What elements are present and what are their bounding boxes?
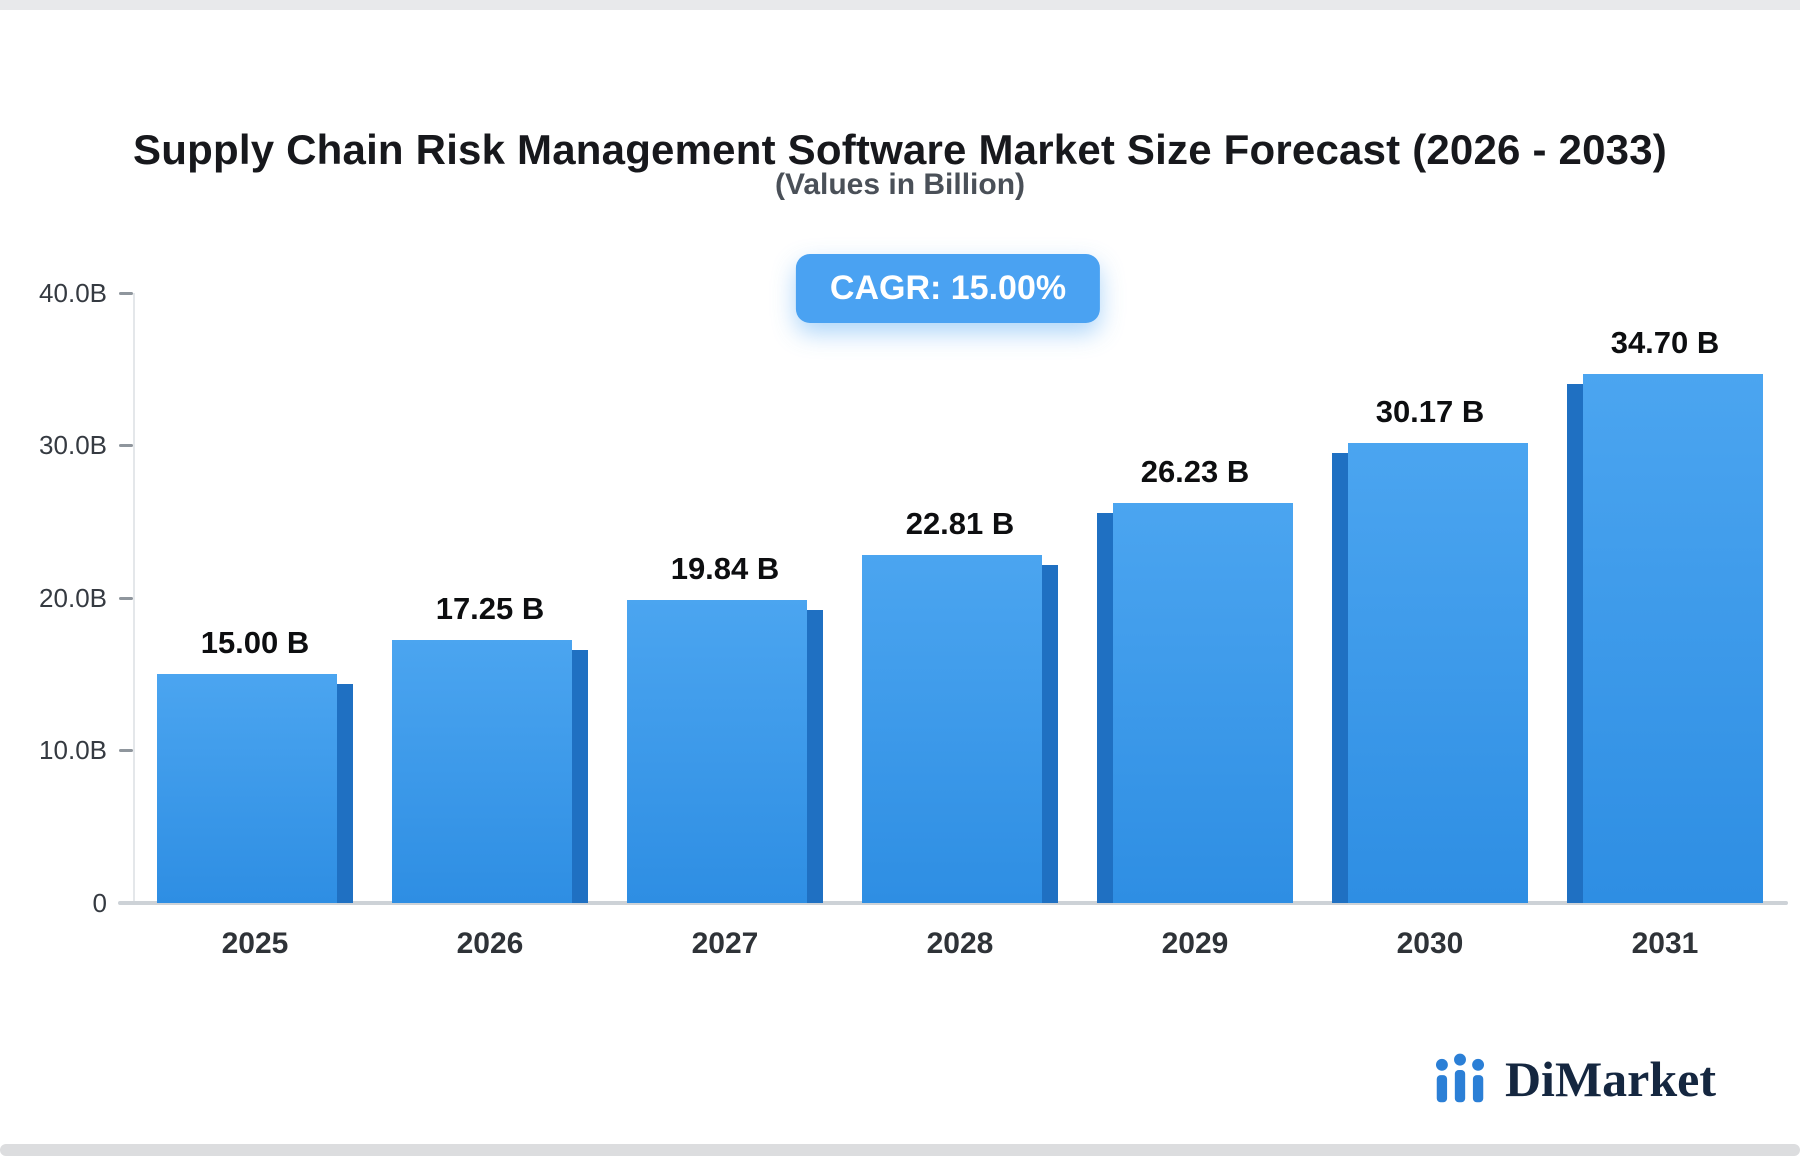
brand-chart-icon xyxy=(1429,1048,1491,1110)
bar-side-face xyxy=(1332,453,1348,903)
y-tick-label: 30.0B xyxy=(39,430,107,460)
bar-group: 22.81 B 2028 xyxy=(862,293,1058,960)
bar[interactable] xyxy=(862,555,1058,903)
bar-group: 34.70 B 2031 xyxy=(1567,293,1763,960)
bar-front-face xyxy=(392,640,572,903)
y-axis-line xyxy=(133,293,135,903)
y-tick-mark xyxy=(119,596,133,600)
bar-side-face xyxy=(337,684,353,903)
bar-side-face xyxy=(1042,565,1058,903)
bar-group: 17.25 B 2026 xyxy=(392,293,588,960)
x-axis-category-label: 2026 xyxy=(456,927,524,960)
bar-value-label: 19.84 B xyxy=(670,551,780,586)
bar-value-label: 15.00 B xyxy=(200,625,310,660)
y-tick: 10.0B xyxy=(0,735,133,767)
bar-value-label: 22.81 B xyxy=(905,506,1015,541)
x-axis-category-label: 2025 xyxy=(221,927,289,960)
bars: 15.00 B 2025 17.25 B 2026 19.84 B 2027 22.81 B… xyxy=(135,293,1785,960)
y-tick-label: 20.0B xyxy=(39,582,107,613)
bar[interactable] xyxy=(392,640,588,903)
y-axis: 40.0B 30.0B 20.0B 10.0B 0 xyxy=(0,278,133,918)
x-axis-category-label: 2030 xyxy=(1396,927,1464,960)
bar-value-label: 17.25 B xyxy=(435,591,545,626)
y-tick: 20.0B xyxy=(0,582,133,614)
bar-group: 26.23 B 2029 xyxy=(1097,293,1293,960)
bar-side-face xyxy=(572,650,588,903)
top-border-strip xyxy=(0,0,1800,10)
bar-front-face xyxy=(157,674,337,903)
bar[interactable] xyxy=(1567,374,1763,903)
bar-front-face xyxy=(862,555,1042,903)
bar-group: 15.00 B 2025 xyxy=(157,293,353,960)
y-tick-mark xyxy=(119,291,133,295)
y-tick-mark xyxy=(119,749,133,752)
bar-value-label: 30.17 B xyxy=(1375,394,1485,429)
y-tick-label: 0 xyxy=(92,887,107,918)
bar[interactable] xyxy=(627,600,823,903)
bar-side-face xyxy=(807,610,823,903)
bar[interactable] xyxy=(1097,503,1293,903)
x-axis-category-label: 2027 xyxy=(691,927,759,960)
x-axis-baseline xyxy=(118,901,1788,905)
bar-front-face xyxy=(1583,374,1763,903)
bar-front-face xyxy=(627,600,807,903)
y-tick: 30.0B xyxy=(0,430,133,462)
x-axis-category-label: 2029 xyxy=(1161,927,1229,960)
cagr-badge: CAGR: 15.00% xyxy=(795,254,1101,323)
bar-value-label: 26.23 B xyxy=(1140,454,1250,489)
bar-front-face xyxy=(1113,503,1293,903)
y-tick-label: 40.0B xyxy=(39,277,107,308)
bar[interactable] xyxy=(157,674,353,903)
bar-front-face xyxy=(1348,443,1528,903)
bottom-border-strip xyxy=(0,1144,1800,1156)
chart-subtitle: (Values in Billion) xyxy=(774,168,1026,201)
y-tick-label: 10.0B xyxy=(39,735,107,765)
y-tick: 40.0B xyxy=(0,277,133,309)
bar[interactable] xyxy=(1332,443,1528,903)
chart-title: Supply Chain Risk Management Software Ma… xyxy=(133,126,1667,174)
bar-side-face xyxy=(1567,384,1583,903)
x-axis-category-label: 2028 xyxy=(926,927,994,960)
y-tick: 0 xyxy=(0,887,133,919)
bar-group: 19.84 B 2027 xyxy=(627,293,823,960)
x-axis-category-label: 2031 xyxy=(1631,927,1699,960)
y-tick-mark xyxy=(119,444,133,447)
bar-side-face xyxy=(1097,513,1113,903)
bar-group: 30.17 B 2030 xyxy=(1332,293,1528,960)
brand-logo: DiMarket xyxy=(1429,1048,1716,1110)
bar-value-label: 34.70 B xyxy=(1610,325,1720,360)
brand-name: DiMarket xyxy=(1504,1051,1716,1107)
